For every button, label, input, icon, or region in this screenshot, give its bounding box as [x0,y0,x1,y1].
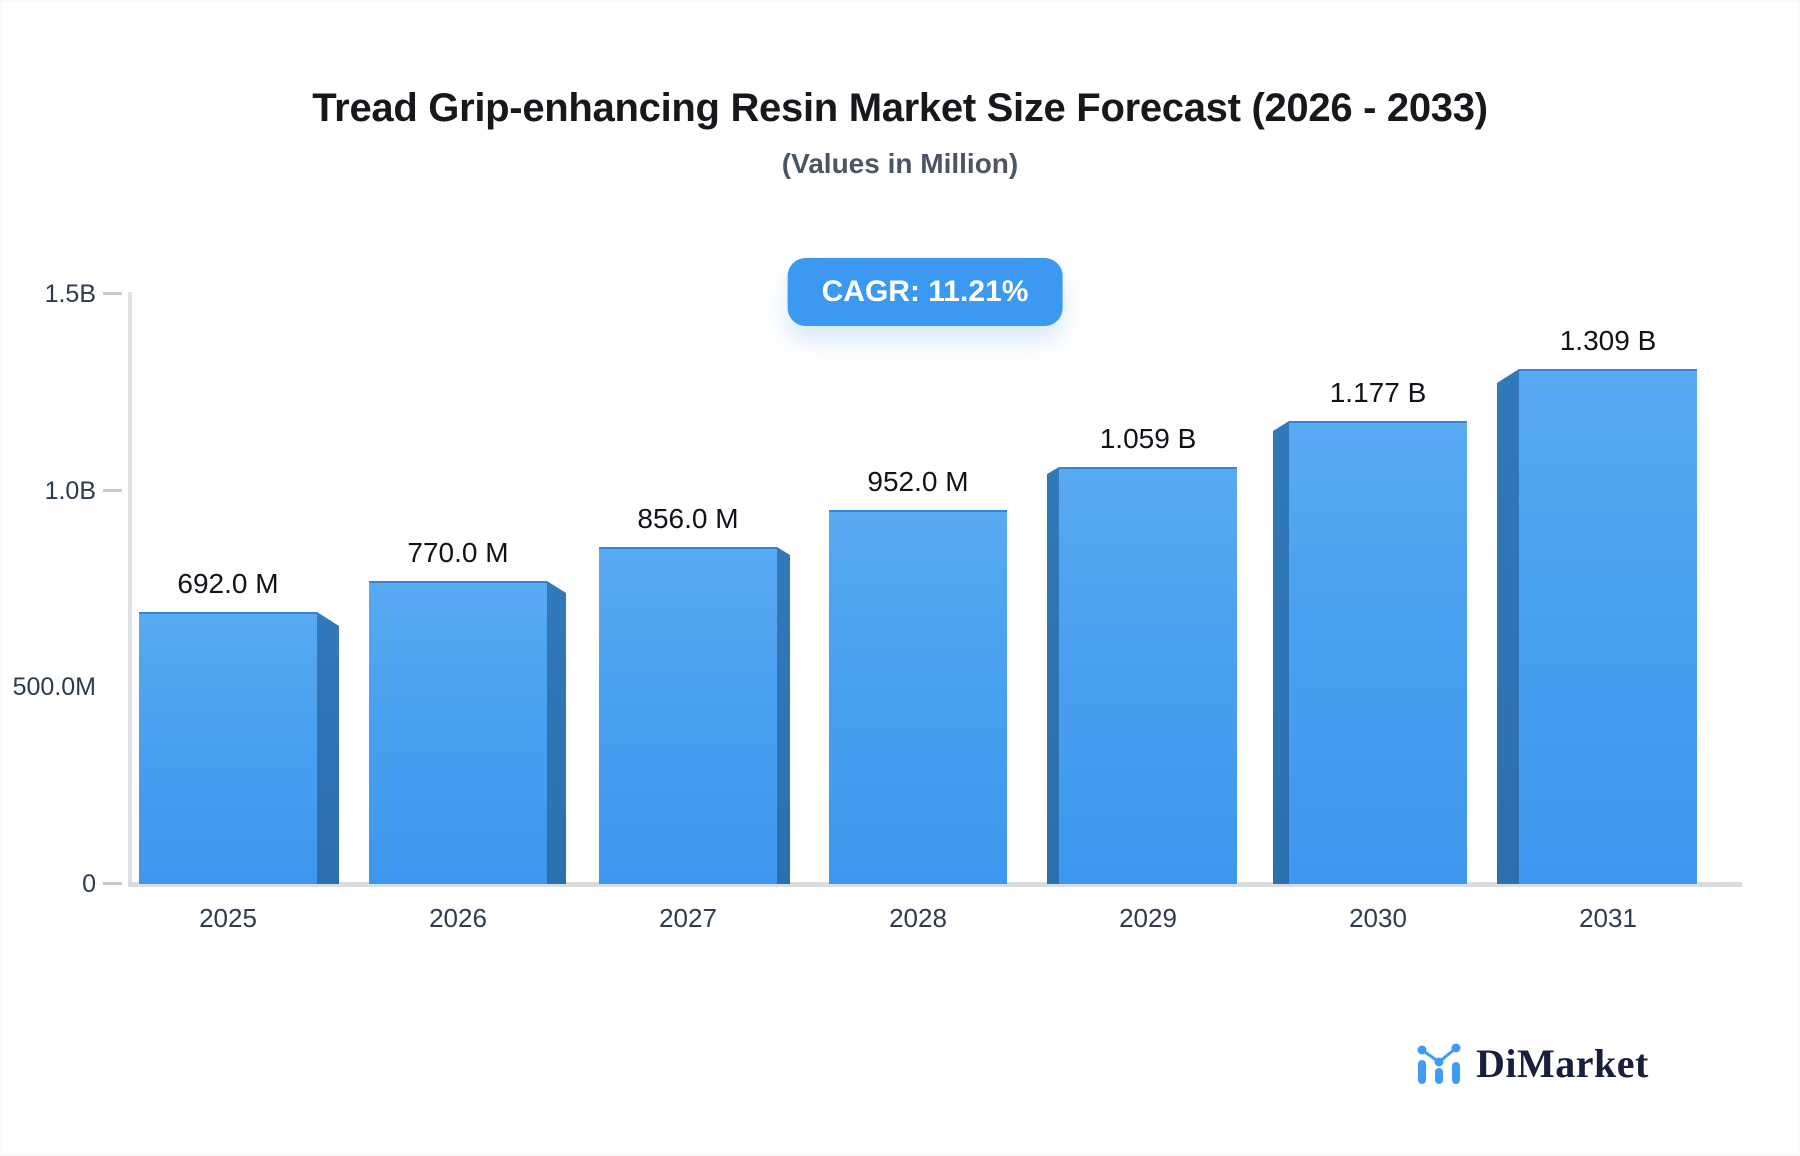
y-tick-dash [103,292,122,295]
bar-2030 [1289,421,1467,884]
bar-value-label-2029: 1.059 B [1099,423,1197,454]
bar-2028 [829,510,1007,884]
cagr-badge: CAGR: 11.21% [787,258,1063,326]
y-tick-label-500.0M: 500.0M [12,673,96,702]
bar-chart-logo-icon [1417,1043,1461,1084]
x-tick-label-2028: 2028 [889,903,947,933]
bar-value-label-2031: 1.309 B [1559,325,1657,356]
brand-name: DiMarket [1476,1041,1649,1086]
bar-side-2029 [1047,467,1059,884]
x-tick-label-2031: 2031 [1579,903,1637,933]
y-tick-label-0: 0 [82,870,96,898]
bar-side-2027 [777,547,790,884]
x-tick-label-2027: 2027 [659,903,717,933]
y-tick-label-1.5B: 1.5B [44,280,96,308]
chart-title: Tread Grip-enhancing Resin Market Size F… [312,86,1488,130]
chart-subtitle: (Values in Million) [781,148,1019,179]
bar-side-2031 [1497,369,1519,884]
bar-value-label-2025: 692.0 M [177,568,279,599]
y-tick-dash [103,882,122,885]
x-tick-label-2030: 2030 [1349,903,1407,933]
bar-side-2025 [317,612,339,884]
y-tick-label-1.0B: 1.0B [44,476,96,505]
bar-side-2030 [1273,421,1289,884]
bar-2029 [1059,467,1237,884]
x-tick-label-2029: 2029 [1119,903,1177,933]
bar-value-label-2026: 770.0 M [407,537,509,568]
x-axis-baseline [128,882,1742,887]
brand-logo: DiMarket [1416,1040,1649,1088]
bar-2026 [369,581,547,884]
bar-2031 [1519,369,1697,884]
bar-value-label-2030: 1.177 B [1329,377,1427,408]
bar-value-label-2027: 856.0 M [637,503,739,534]
bar-side-2026 [547,581,566,884]
y-axis-line [128,292,132,887]
x-tick-label-2025: 2025 [199,903,257,933]
bar-2027 [599,547,777,884]
bar-2025 [139,612,317,884]
y-tick-dash [103,488,122,492]
bar-value-label-2028: 952.0 M [867,466,969,497]
x-tick-label-2026: 2026 [429,903,487,933]
